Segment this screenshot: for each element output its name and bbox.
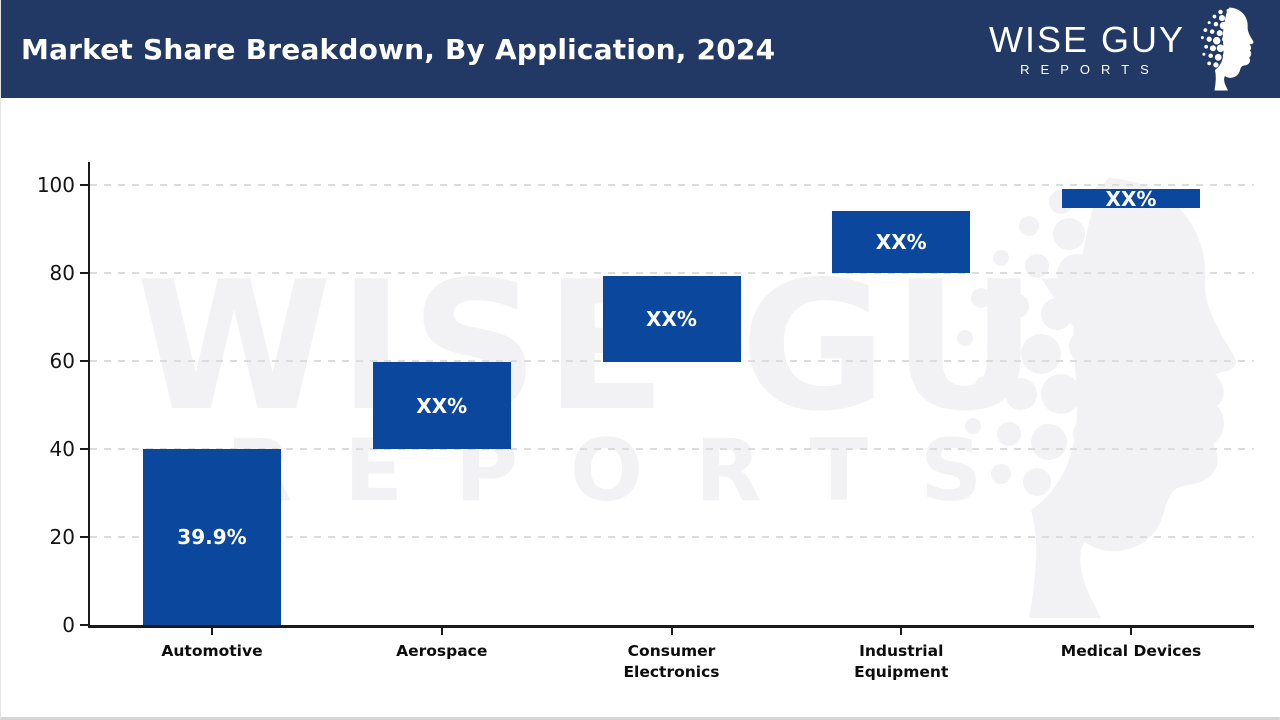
y-tick-mark bbox=[80, 360, 89, 362]
gridline-y-40 bbox=[90, 448, 1254, 450]
bar-value-label: XX% bbox=[1105, 186, 1157, 211]
y-tick-mark bbox=[80, 624, 89, 626]
y-tick-label: 40 bbox=[49, 437, 75, 461]
watermark-text-2: REPORTS bbox=[226, 421, 1035, 521]
x-tick-mark bbox=[211, 627, 213, 635]
y-tick-mark bbox=[80, 448, 89, 450]
y-axis-line bbox=[88, 162, 90, 627]
x-category-label: Medical Devices bbox=[1060, 642, 1202, 660]
x-tick-mark bbox=[1130, 627, 1132, 635]
y-tick-label: 0 bbox=[62, 613, 75, 637]
bar-medical-devices: XX% bbox=[1062, 186, 1200, 211]
gridline-y-20 bbox=[90, 536, 1254, 538]
chart-area: WISE GUY REPORTS 0 20 40 60 80 100 39.9% Automo… bbox=[1, 98, 1280, 717]
x-tick-mark bbox=[900, 627, 903, 635]
brand-logo: WISE GUY REPORTS bbox=[989, 6, 1263, 92]
gridline-y-100 bbox=[90, 184, 1254, 186]
page-title: Market Share Breakdown, By Application, … bbox=[21, 32, 776, 66]
x-tick-mark bbox=[440, 627, 443, 635]
x-category-label: Consumer Electronics bbox=[623, 642, 720, 681]
bar-value-label: XX% bbox=[416, 393, 468, 418]
header-bar: Market Share Breakdown, By Application, … bbox=[1, 0, 1280, 98]
brand-name: WISE GUY bbox=[988, 18, 1185, 60]
y-tick-mark bbox=[80, 272, 89, 274]
x-axis-line bbox=[88, 625, 1254, 628]
bar-aerospace: XX% bbox=[372, 361, 511, 450]
brand-logo-text: WISE GUY REPORTS bbox=[988, 18, 1185, 77]
bar-consumer-electronics: XX% bbox=[602, 276, 741, 362]
x-category-label: Industrial Equipment bbox=[854, 642, 949, 681]
face-logo-icon bbox=[1200, 7, 1254, 91]
bar-industrial-equipment: XX% bbox=[832, 210, 971, 273]
y-tick-label: 20 bbox=[49, 525, 75, 549]
x-category-label: Aerospace bbox=[396, 642, 488, 660]
bar-value-label: 39.9% bbox=[177, 525, 247, 550]
x-category-label: Automotive bbox=[161, 642, 263, 660]
bar-automotive: 39.9% bbox=[143, 449, 281, 625]
gridline-y-80 bbox=[90, 272, 1254, 274]
y-tick-label: 100 bbox=[36, 173, 75, 197]
y-tick-label: 60 bbox=[49, 349, 75, 373]
y-tick-label: 80 bbox=[49, 261, 75, 285]
bar-value-label: XX% bbox=[646, 306, 697, 331]
y-tick-mark bbox=[80, 184, 89, 186]
y-tick-mark bbox=[80, 536, 89, 538]
x-tick-mark bbox=[670, 627, 673, 635]
brand-subtitle: REPORTS bbox=[1020, 61, 1160, 77]
bar-value-label: XX% bbox=[875, 229, 927, 254]
